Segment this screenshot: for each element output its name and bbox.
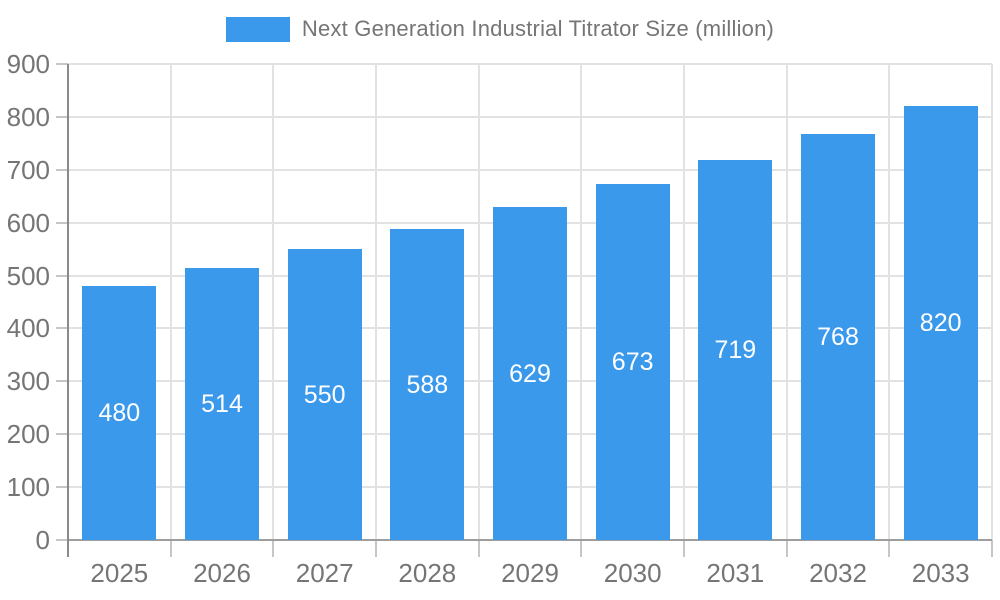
bar-value-label-2026: 514 <box>201 390 243 419</box>
x-axis-label-2026: 2026 <box>193 558 251 588</box>
gridline-x-5 <box>580 64 583 540</box>
gridline-x-9 <box>991 64 993 540</box>
bar-value-label-2032: 768 <box>817 322 859 351</box>
y-axis-label-100: 100 <box>6 472 50 503</box>
y-tick-500 <box>56 274 68 277</box>
x-tick-5 <box>580 540 583 557</box>
x-axis-label-2032: 2032 <box>809 558 867 588</box>
y-axis-label-900: 900 <box>6 49 50 79</box>
bar-2033 <box>903 106 978 540</box>
bar-value-label-2031: 719 <box>714 335 757 364</box>
y-tick-200 <box>56 433 68 436</box>
gridline-x-8 <box>888 64 891 540</box>
y-axis-label-0: 0 <box>35 525 50 555</box>
bar-value-label-2029: 629 <box>509 359 551 388</box>
y-tick-100 <box>56 486 68 489</box>
x-tick-3 <box>375 540 377 557</box>
bar-value-label-2028: 588 <box>406 370 449 399</box>
x-tick-9 <box>991 540 993 557</box>
x-tick-7 <box>785 540 788 557</box>
y-axis-label-500: 500 <box>6 260 50 291</box>
x-axis-label-2030: 2030 <box>603 558 662 588</box>
gridline-y-700 <box>68 168 992 171</box>
y-axis-label-700: 700 <box>6 154 50 185</box>
x-tick-6 <box>683 540 685 557</box>
x-tick-1 <box>169 540 172 557</box>
x-axis-label-2033: 2033 <box>911 558 970 588</box>
x-tick-4 <box>477 540 480 557</box>
legend: Next Generation Industrial Titrator Size… <box>0 16 1000 42</box>
y-tick-600 <box>56 221 68 224</box>
bar-2032 <box>801 133 875 540</box>
bar-2030 <box>595 184 670 540</box>
bar-2029 <box>493 207 567 540</box>
y-tick-800 <box>56 115 68 118</box>
legend-swatch <box>225 16 290 42</box>
x-axis-label-2031: 2031 <box>706 558 765 588</box>
y-tick-700 <box>56 168 68 171</box>
y-axis-label-300: 300 <box>6 366 50 397</box>
gridline-x-7 <box>785 64 788 540</box>
bar-value-label-2033: 820 <box>919 309 962 338</box>
gridline-x-4 <box>477 64 480 540</box>
x-axis-label-2027: 2027 <box>295 558 354 588</box>
x-axis-label-2025: 2025 <box>90 558 149 588</box>
gridline-x-2 <box>272 64 275 540</box>
bar-2028 <box>390 229 465 540</box>
y-axis-label-800: 800 <box>6 101 50 132</box>
x-tick-2 <box>272 540 275 557</box>
gridline-y-900 <box>68 63 992 65</box>
y-tick-900 <box>56 63 68 65</box>
y-tick-0 <box>56 539 68 541</box>
bar-value-label-2030: 673 <box>611 348 654 377</box>
gridline-y-800 <box>68 115 992 118</box>
bar-2027 <box>287 249 362 540</box>
bar-value-label-2025: 480 <box>98 399 141 428</box>
legend-label: Next Generation Industrial Titrator Size… <box>301 16 775 41</box>
y-tick-400 <box>56 327 68 330</box>
x-tick-8 <box>888 540 891 557</box>
gridline-x-1 <box>169 64 172 540</box>
y-axis-label-400: 400 <box>6 313 50 344</box>
y-tick-300 <box>56 380 68 383</box>
gridline-x-6 <box>683 64 685 540</box>
bar-value-label-2027: 550 <box>303 380 346 409</box>
y-axis-label-200: 200 <box>6 419 50 450</box>
bar-2026 <box>185 268 259 540</box>
x-axis-label-2028: 2028 <box>398 558 457 588</box>
x-axis-label-2029: 2029 <box>501 558 559 588</box>
bar-2031 <box>698 159 773 540</box>
gridline-x-3 <box>375 64 377 540</box>
y-axis-line <box>67 64 69 557</box>
x-axis-line <box>68 539 992 541</box>
bar-2025 <box>82 286 157 540</box>
y-axis-label-600: 600 <box>6 207 50 238</box>
